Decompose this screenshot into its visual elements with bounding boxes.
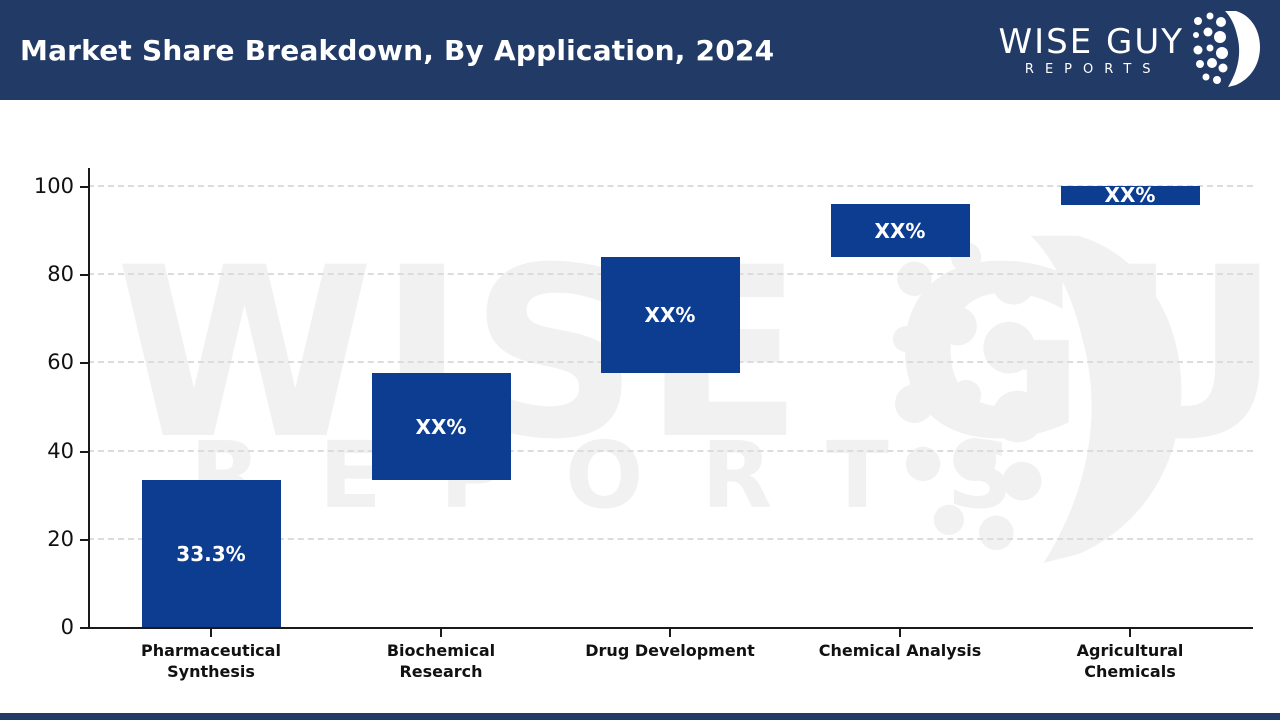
bar-value-label: 33.3% xyxy=(176,541,246,566)
y-axis xyxy=(88,168,90,629)
x-tick-label-1: Biochemical Research xyxy=(386,641,496,681)
y-tick-80 xyxy=(80,274,88,277)
bar-drug-development: XX% xyxy=(600,257,740,374)
x-tick-4 xyxy=(1129,629,1131,637)
bar-value-label: XX% xyxy=(874,218,926,243)
y-tick-0 xyxy=(80,627,88,629)
bar-value-label: XX% xyxy=(415,414,467,439)
x-tick-label-0: Pharmaceutical Synthesis xyxy=(141,641,281,681)
wise-guy-reports-logo: WISE GUY REPORTS xyxy=(998,9,1262,91)
bar-chemical-analysis: XX% xyxy=(830,203,970,258)
y-tick-60 xyxy=(80,362,88,365)
x-tick-1 xyxy=(440,629,442,637)
logo-subtitle: REPORTS xyxy=(1024,61,1162,77)
x-axis xyxy=(88,627,1253,629)
y-tick-label-60: 60 xyxy=(47,350,74,375)
watermark-face-icon xyxy=(880,210,1190,584)
bar-pharmaceutical-synthesis: 33.3% xyxy=(141,480,281,627)
y-tick-label-40: 40 xyxy=(47,438,74,463)
footer-band xyxy=(0,713,1280,720)
header-band: Market Share Breakdown, By Application, … xyxy=(0,0,1280,100)
x-tick-label-2: Drug Development xyxy=(585,641,755,660)
logo-wordmark: WISE GUY xyxy=(998,21,1184,62)
x-tick-3 xyxy=(899,629,901,637)
y-tick-label-0: 0 xyxy=(60,615,74,639)
x-tick-label-3: Chemical Analysis xyxy=(818,641,982,660)
y-tick-label-80: 80 xyxy=(47,262,74,287)
x-tick-2 xyxy=(669,629,671,637)
gridline-40 xyxy=(88,449,1253,452)
y-tick-100 xyxy=(80,186,88,188)
x-tick-0 xyxy=(210,629,212,637)
gridline-20 xyxy=(88,537,1253,540)
chart-title: Market Share Breakdown, By Application, … xyxy=(20,33,775,67)
bar-value-label: XX% xyxy=(644,303,696,328)
gridline-100 xyxy=(88,185,1253,187)
y-tick-label-20: 20 xyxy=(47,526,74,551)
bar-biochemical-research: XX% xyxy=(371,373,511,481)
watermark-subtitle: REPORTS xyxy=(190,422,1072,529)
bar-value-label: XX% xyxy=(1104,183,1156,208)
y-tick-label-100: 100 xyxy=(33,174,74,198)
y-tick-40 xyxy=(80,450,88,453)
logo-text: WISE GUY REPORTS xyxy=(998,24,1184,77)
x-tick-label-4: Agricultural Chemicals xyxy=(1076,641,1184,681)
logo-face-icon xyxy=(1190,9,1262,91)
y-tick-20 xyxy=(80,538,88,541)
bar-agricultural-chemicals: XX% xyxy=(1060,183,1200,208)
